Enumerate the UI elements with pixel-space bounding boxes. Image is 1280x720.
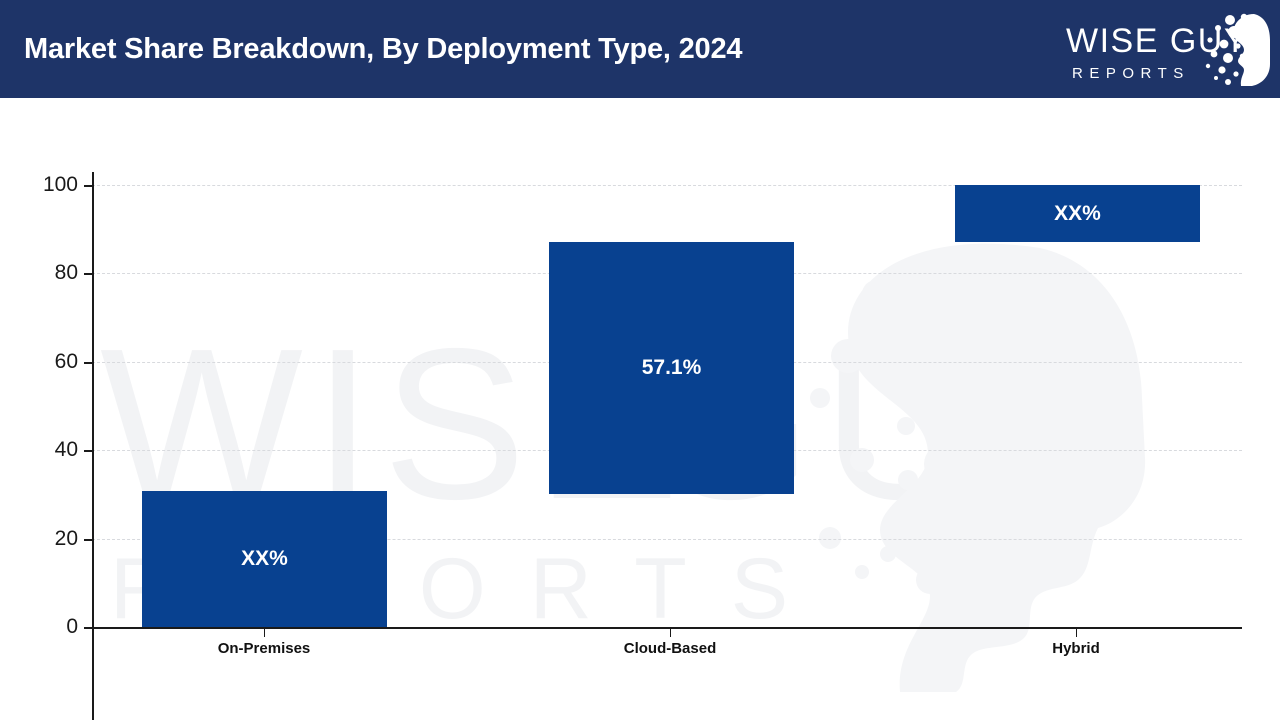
y-tick-label-20: 20 (54, 526, 78, 550)
x-tick-mark-hybrid (1076, 627, 1077, 637)
bar-label-on-premises: XX% (241, 546, 288, 570)
y-tick-mark-0 (84, 627, 93, 629)
y-tick-mark-20 (84, 538, 93, 541)
x-tick-label-cloud-based: Cloud-Based (623, 640, 717, 657)
y-tick-mark-100 (84, 185, 93, 187)
svg-text:REPORTS: REPORTS (1072, 65, 1190, 82)
x-axis (92, 627, 1242, 629)
y-tick-label-40: 40 (54, 438, 78, 462)
x-tick-mark-cloud-based (670, 627, 671, 637)
y-tick-mark-60 (84, 361, 93, 364)
x-tick-mark-on-premises (264, 627, 265, 637)
bar-hybrid[interactable] (955, 185, 1200, 242)
plot-area: XX% 57.1% XX% (92, 185, 1242, 627)
bar-label-hybrid: XX% (1054, 201, 1101, 225)
y-tick-mark-40 (84, 450, 93, 453)
bar-cloud-based[interactable] (549, 242, 794, 495)
y-axis (92, 172, 94, 720)
y-tick-label-100: 100 (42, 173, 78, 196)
gridline-20 (92, 538, 1242, 540)
bar-on-premises[interactable] (142, 490, 387, 627)
x-tick-label-on-premises: On-Premises (217, 640, 311, 657)
gridline-100 (92, 185, 1242, 186)
y-tick-label-60: 60 (54, 349, 78, 373)
x-tick-label-hybrid: Hybrid (1052, 640, 1100, 657)
page-header: Market Share Breakdown, By Deployment Ty… (0, 0, 1280, 98)
y-tick-label-0: 0 (66, 615, 78, 638)
chart-canvas: WISE GUY REPORTS (0, 98, 1280, 720)
bar-label-cloud-based: 57.1% (641, 356, 702, 380)
wise-guy-reports-logo: WISE GUY REPORTS (1058, 8, 1274, 90)
y-tick-label-80: 80 (54, 261, 78, 285)
y-tick-mark-80 (84, 273, 93, 276)
page-title: Market Share Breakdown, By Deployment Ty… (24, 32, 743, 65)
